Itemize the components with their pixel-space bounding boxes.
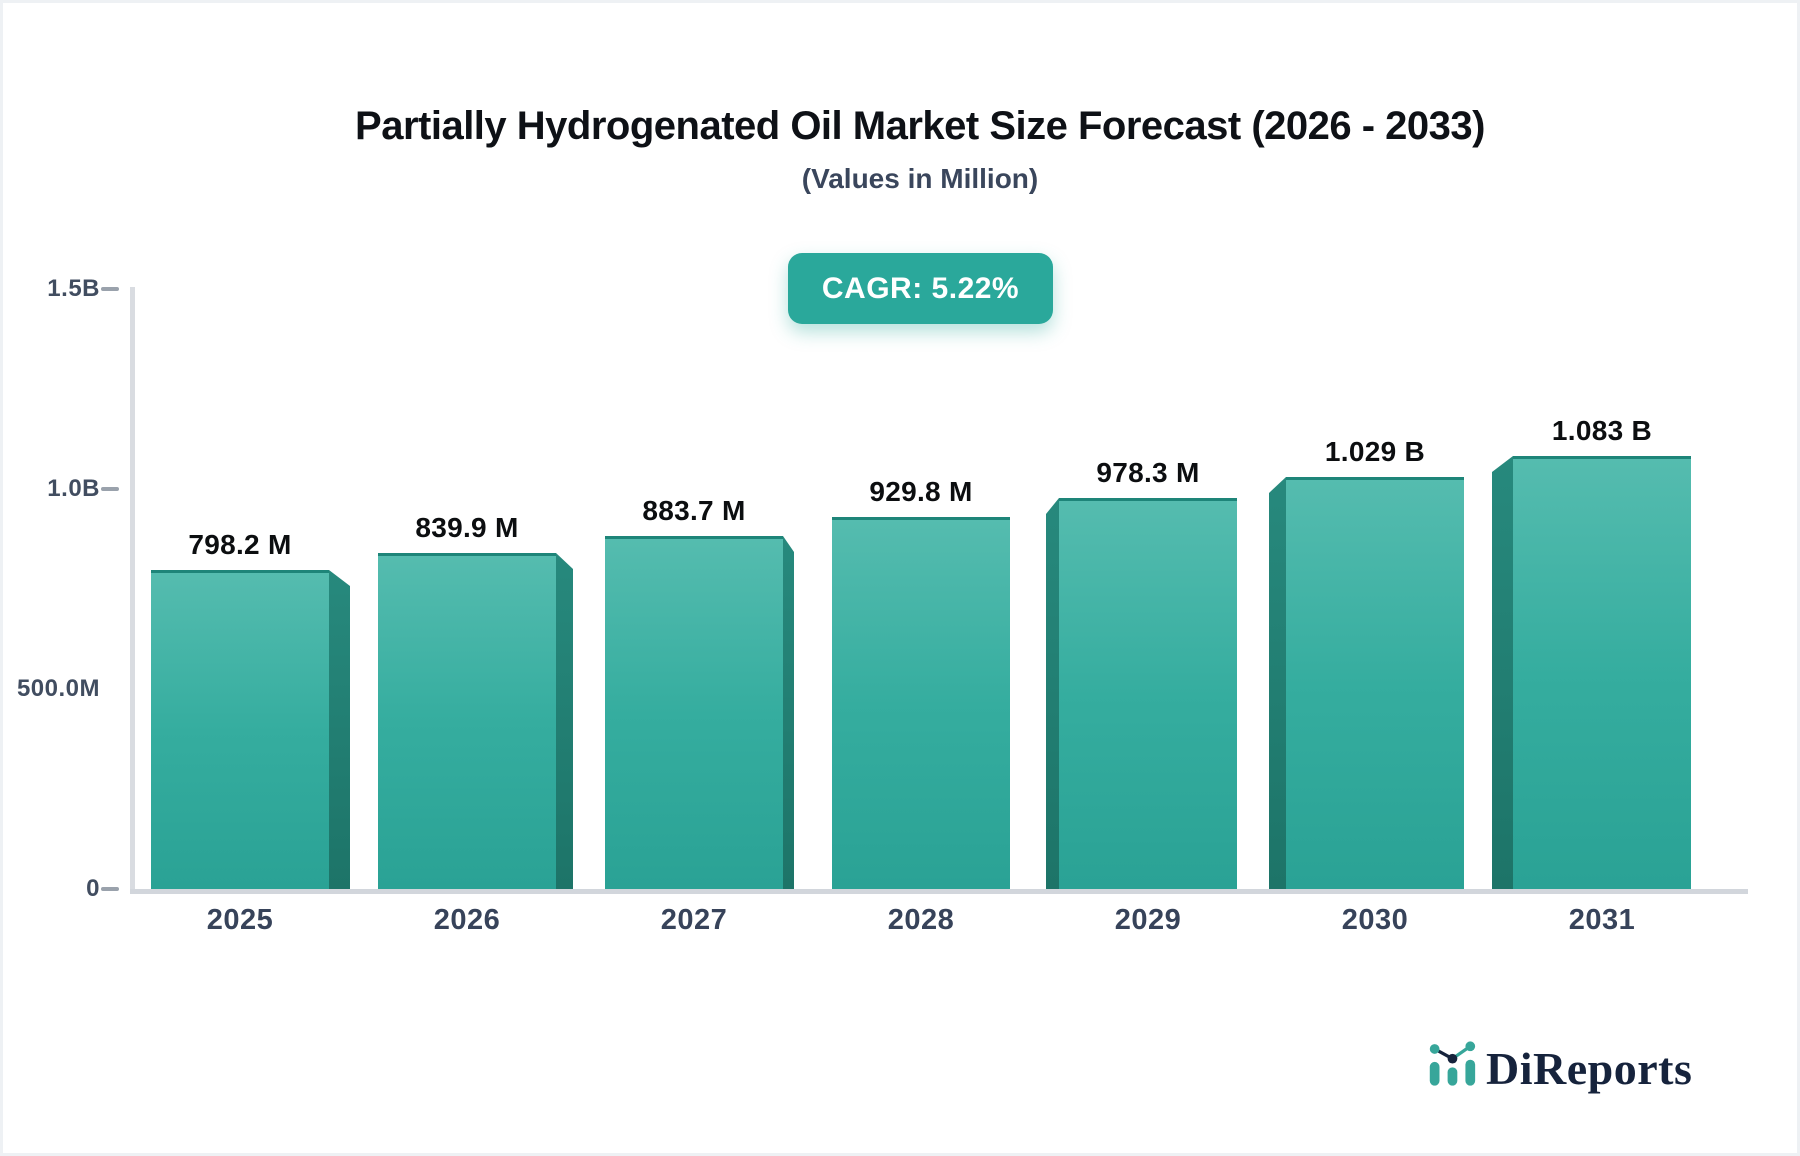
bar-2026 (378, 553, 556, 889)
bar-value-label: 1.029 B (1324, 436, 1426, 467)
bar-side-face (1492, 456, 1513, 889)
x-axis-line (130, 889, 1748, 894)
x-axis-label: 2025 (206, 904, 274, 936)
bar-2027 (605, 536, 783, 889)
cagr-badge-label: CAGR: 5.22% (821, 271, 1020, 305)
y-tick-label: 1.0B (47, 475, 100, 502)
bar-value-label: 839.9 M (415, 512, 519, 543)
x-axis-label: 2031 (1568, 904, 1636, 936)
x-axis-label: 2029 (1114, 904, 1182, 936)
bar-side-face (329, 570, 350, 889)
y-tick-dash (101, 287, 119, 291)
bar-2025 (151, 570, 329, 889)
bar-value-label: 798.2 M (188, 529, 292, 560)
bar-value-label: 929.8 M (869, 476, 973, 507)
logo-text: DiReports (1486, 1043, 1693, 1094)
y-axis-line (130, 287, 135, 894)
bar-2031 (1513, 456, 1691, 889)
bar-side-face (1046, 498, 1059, 889)
x-axis-label: 2030 (1341, 904, 1409, 936)
x-axis-label: 2026 (433, 904, 501, 936)
cagr-badge: CAGR: 5.22% (788, 253, 1053, 324)
bar-side-face (556, 553, 573, 889)
bar-2029 (1059, 498, 1237, 889)
bar-side-face (1269, 477, 1286, 889)
logo-chart-icon (1429, 1041, 1476, 1086)
y-tick-label: 500.0M (16, 675, 100, 702)
chart-subtitle: (Values in Million) (801, 163, 1039, 194)
y-tick-label: 1.5B (47, 275, 100, 302)
bar-value-label: 883.7 M (642, 495, 746, 526)
bar-value-label: 978.3 M (1096, 457, 1200, 488)
bar-2030 (1286, 477, 1464, 889)
bar-side-face (783, 536, 794, 889)
y-tick-label: 0 (86, 875, 100, 902)
chart-title: Partially Hydrogenated Oil Market Size F… (355, 104, 1485, 148)
bar-value-label: 1.083 B (1551, 415, 1653, 446)
y-tick-dash (101, 487, 119, 491)
x-axis-label: 2028 (887, 904, 955, 936)
bar-2028 (832, 517, 1010, 889)
y-tick-dash (101, 887, 119, 891)
x-axis-label: 2027 (660, 904, 728, 936)
direports-logo: DiReports (1428, 1036, 1692, 1096)
